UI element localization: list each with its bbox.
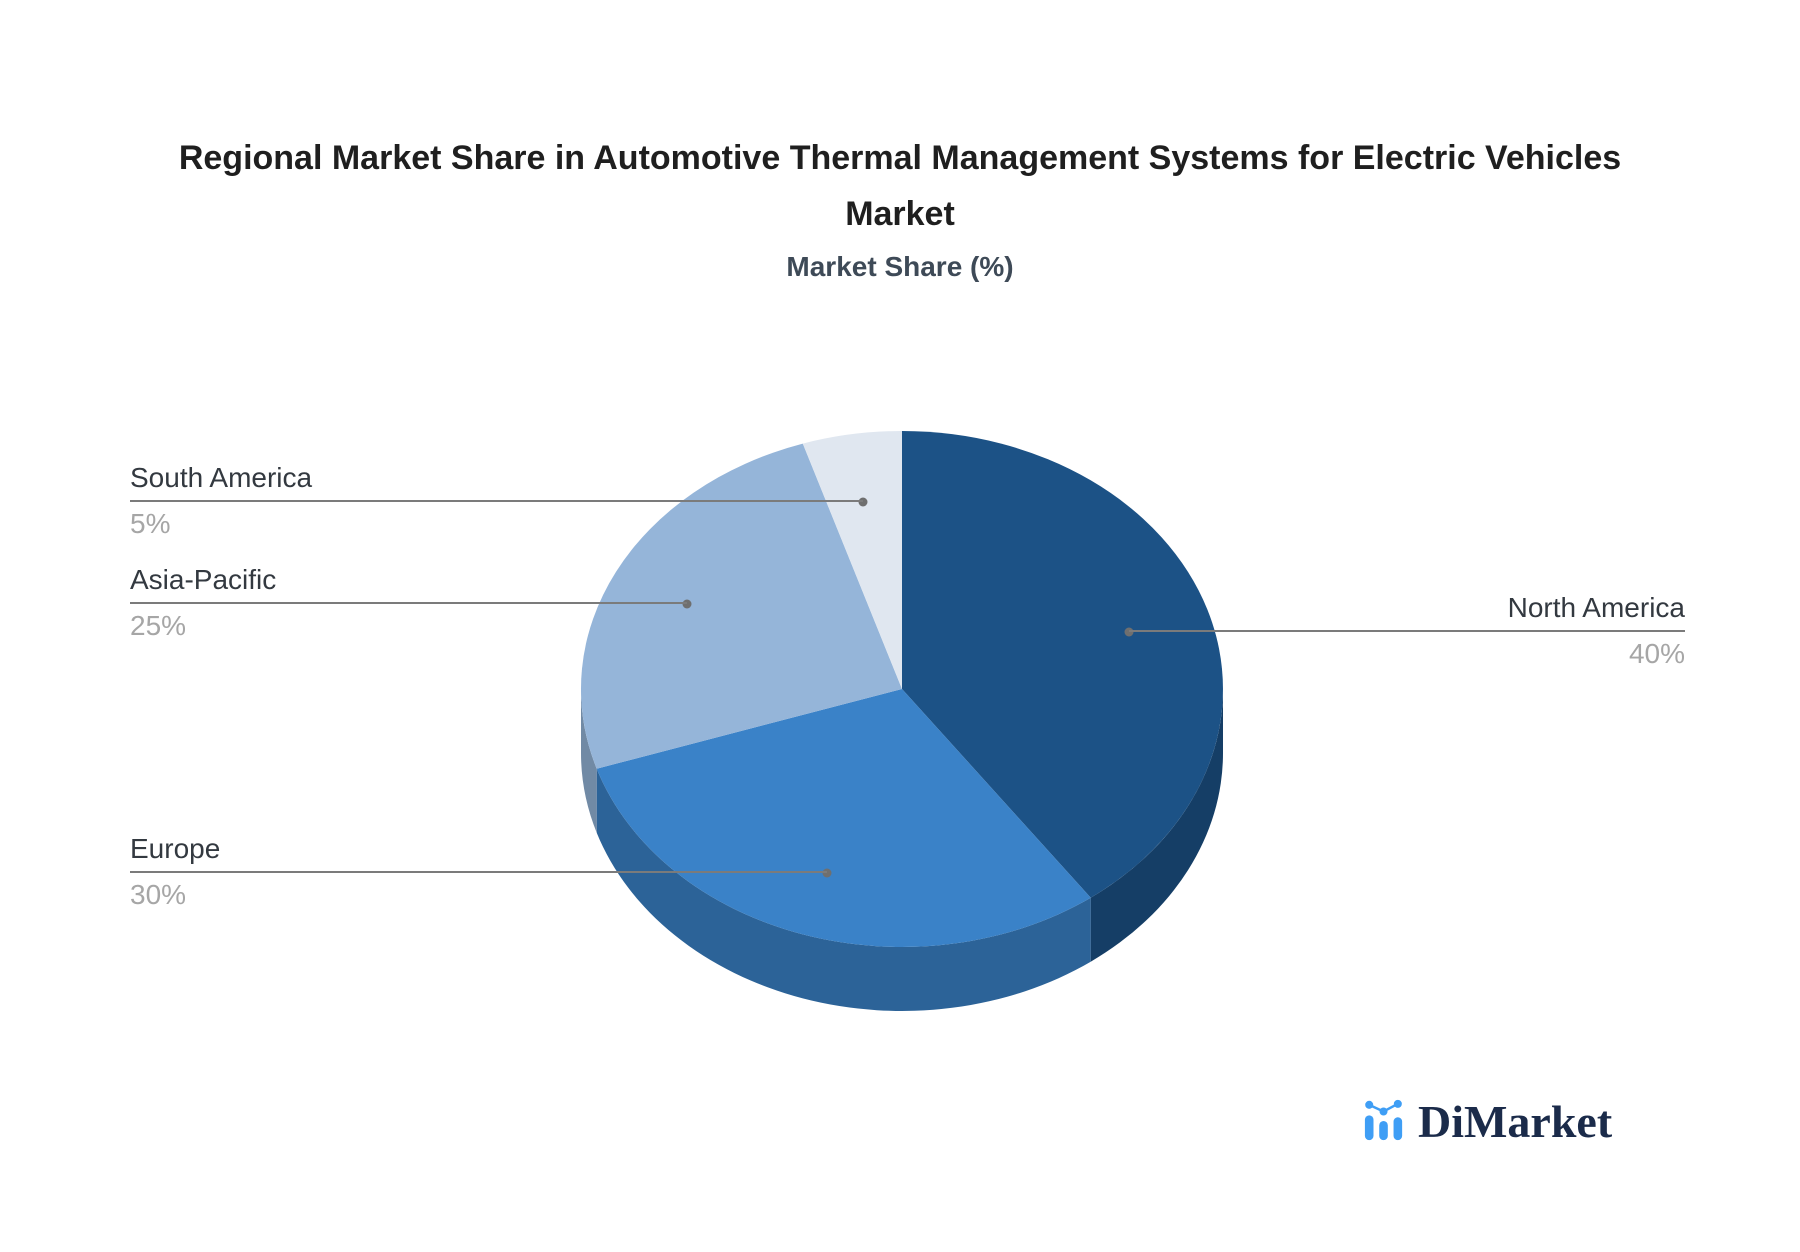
dimarket-logo: DiMarket	[1363, 1098, 1612, 1146]
region-value-label: 25%	[130, 610, 187, 641]
leader-dot-europe	[822, 868, 832, 878]
pie-slice-side-north-america	[1090, 689, 1223, 962]
region-name-label: Europe	[130, 832, 827, 873]
pie-slice-side-europe	[596, 768, 1091, 1011]
pie-slice-europe[interactable]	[596, 689, 1091, 947]
region-value-label: 5%	[130, 508, 171, 539]
label-europe: Europe 30%	[130, 832, 827, 912]
leader-dot-asia-pacific	[682, 599, 692, 609]
pie-slice-side-asia-pacific	[581, 689, 597, 833]
region-name-label: North America	[1129, 591, 1685, 632]
region-name-label: South America	[130, 461, 863, 502]
title-block: Regional Market Share in Automotive Ther…	[160, 130, 1640, 284]
leader-dot-north-america	[1124, 627, 1134, 637]
pie-slice-north-america[interactable]	[902, 431, 1223, 898]
leader-dot-south-america	[858, 497, 868, 507]
region-name-label: Asia-Pacific	[130, 563, 687, 604]
label-asia-pacific: Asia-Pacific 25%	[130, 563, 687, 643]
label-north-america: North America 40%	[1129, 591, 1685, 671]
label-south-america: South America 5%	[130, 461, 863, 541]
pie-slice-south-america[interactable]	[802, 430, 902, 689]
bar-chart-icon	[1364, 1099, 1403, 1141]
pie-slice-asia-pacific[interactable]	[580, 443, 902, 769]
region-value-label: 30%	[130, 879, 187, 910]
chart-subtitle: Market Share (%)	[786, 251, 1014, 282]
chart-title: Regional Market Share in Automotive Ther…	[178, 139, 1622, 233]
region-value-label: 40%	[1628, 638, 1685, 669]
logo-text: DiMarket	[1418, 1096, 1613, 1147]
